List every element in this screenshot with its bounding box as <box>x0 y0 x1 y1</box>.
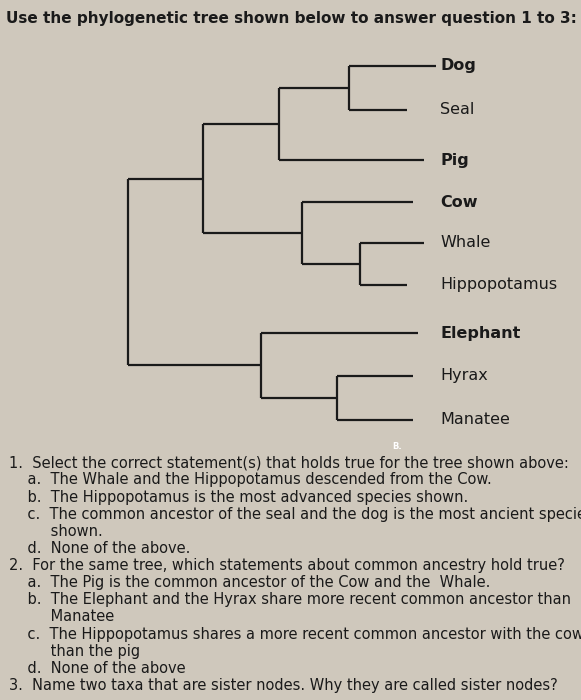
Text: d.  None of the above.: d. None of the above. <box>9 541 190 556</box>
Text: 3.  Name two taxa that are sister nodes. Why they are called sister nodes?: 3. Name two taxa that are sister nodes. … <box>9 678 557 693</box>
Text: than the pig: than the pig <box>9 644 140 659</box>
Text: Elephant: Elephant <box>440 326 521 341</box>
Text: a.  The Whale and the Hippopotamus descended from the Cow.: a. The Whale and the Hippopotamus descen… <box>9 473 492 487</box>
Text: Use the phylogenetic tree shown below to answer question 1 to 3:: Use the phylogenetic tree shown below to… <box>6 11 577 27</box>
Text: B.: B. <box>393 442 402 451</box>
Text: Manatee: Manatee <box>9 610 114 624</box>
Text: shown.: shown. <box>9 524 102 539</box>
Text: Manatee: Manatee <box>440 412 510 427</box>
Text: a.  The Pig is the common ancestor of the Cow and the  Whale.: a. The Pig is the common ancestor of the… <box>9 575 490 590</box>
Text: c.  The common ancestor of the seal and the dog is the most ancient species: c. The common ancestor of the seal and t… <box>9 507 581 522</box>
Text: b.  The Elephant and the Hyrax share more recent common ancestor than: b. The Elephant and the Hyrax share more… <box>9 592 571 608</box>
Text: b.  The Hippopotamus is the most advanced species shown.: b. The Hippopotamus is the most advanced… <box>9 489 468 505</box>
Text: 1.  Select the correct statement(s) that holds true for the tree shown above:: 1. Select the correct statement(s) that … <box>9 455 569 470</box>
Text: d.  None of the above: d. None of the above <box>9 661 185 676</box>
Text: Hippopotamus: Hippopotamus <box>440 277 558 293</box>
Text: Pig: Pig <box>440 153 469 168</box>
Text: Dog: Dog <box>440 58 476 73</box>
Text: Cow: Cow <box>440 195 478 210</box>
Text: 2.  For the same tree, which statements about common ancestry hold true?: 2. For the same tree, which statements a… <box>9 558 565 573</box>
Text: c.  The Hippopotamus shares a more recent common ancestor with the cow: c. The Hippopotamus shares a more recent… <box>9 626 581 642</box>
Text: Seal: Seal <box>440 102 475 118</box>
Text: Whale: Whale <box>440 235 491 250</box>
Text: Hyrax: Hyrax <box>440 368 488 383</box>
